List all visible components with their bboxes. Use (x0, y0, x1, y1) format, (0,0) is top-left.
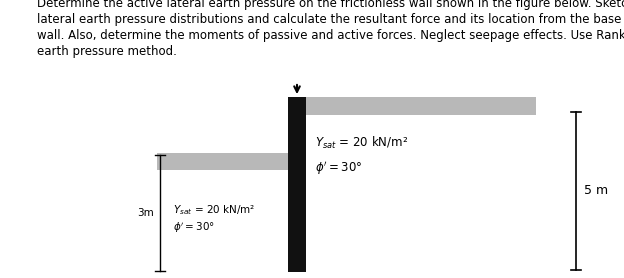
Bar (288, 97, 306, 272)
Text: 5 m: 5 m (584, 185, 608, 197)
Text: Determine the active lateral earth pressure on the frictionless wall shown in th: Determine the active lateral earth press… (37, 0, 624, 10)
Text: 3m: 3m (137, 208, 154, 218)
Text: $\mathit{Y}_{sat}$ = 20 kN/m²: $\mathit{Y}_{sat}$ = 20 kN/m² (173, 203, 255, 217)
Text: lateral earth pressure distributions and calculate the resultant force and its l: lateral earth pressure distributions and… (37, 13, 624, 26)
Text: $\phi'= 30°$: $\phi'= 30°$ (315, 159, 363, 177)
Bar (306, 97, 536, 115)
Text: $\phi'= 30°$: $\phi'= 30°$ (173, 221, 215, 235)
Text: wall. Also, determine the moments of passive and active forces. Neglect seepage : wall. Also, determine the moments of pas… (37, 29, 624, 42)
Bar (157, 153, 290, 170)
Text: earth pressure method.: earth pressure method. (37, 45, 177, 58)
Text: $\mathit{Y}_{sat}$ = 20 kN/m²: $\mathit{Y}_{sat}$ = 20 kN/m² (315, 135, 408, 151)
